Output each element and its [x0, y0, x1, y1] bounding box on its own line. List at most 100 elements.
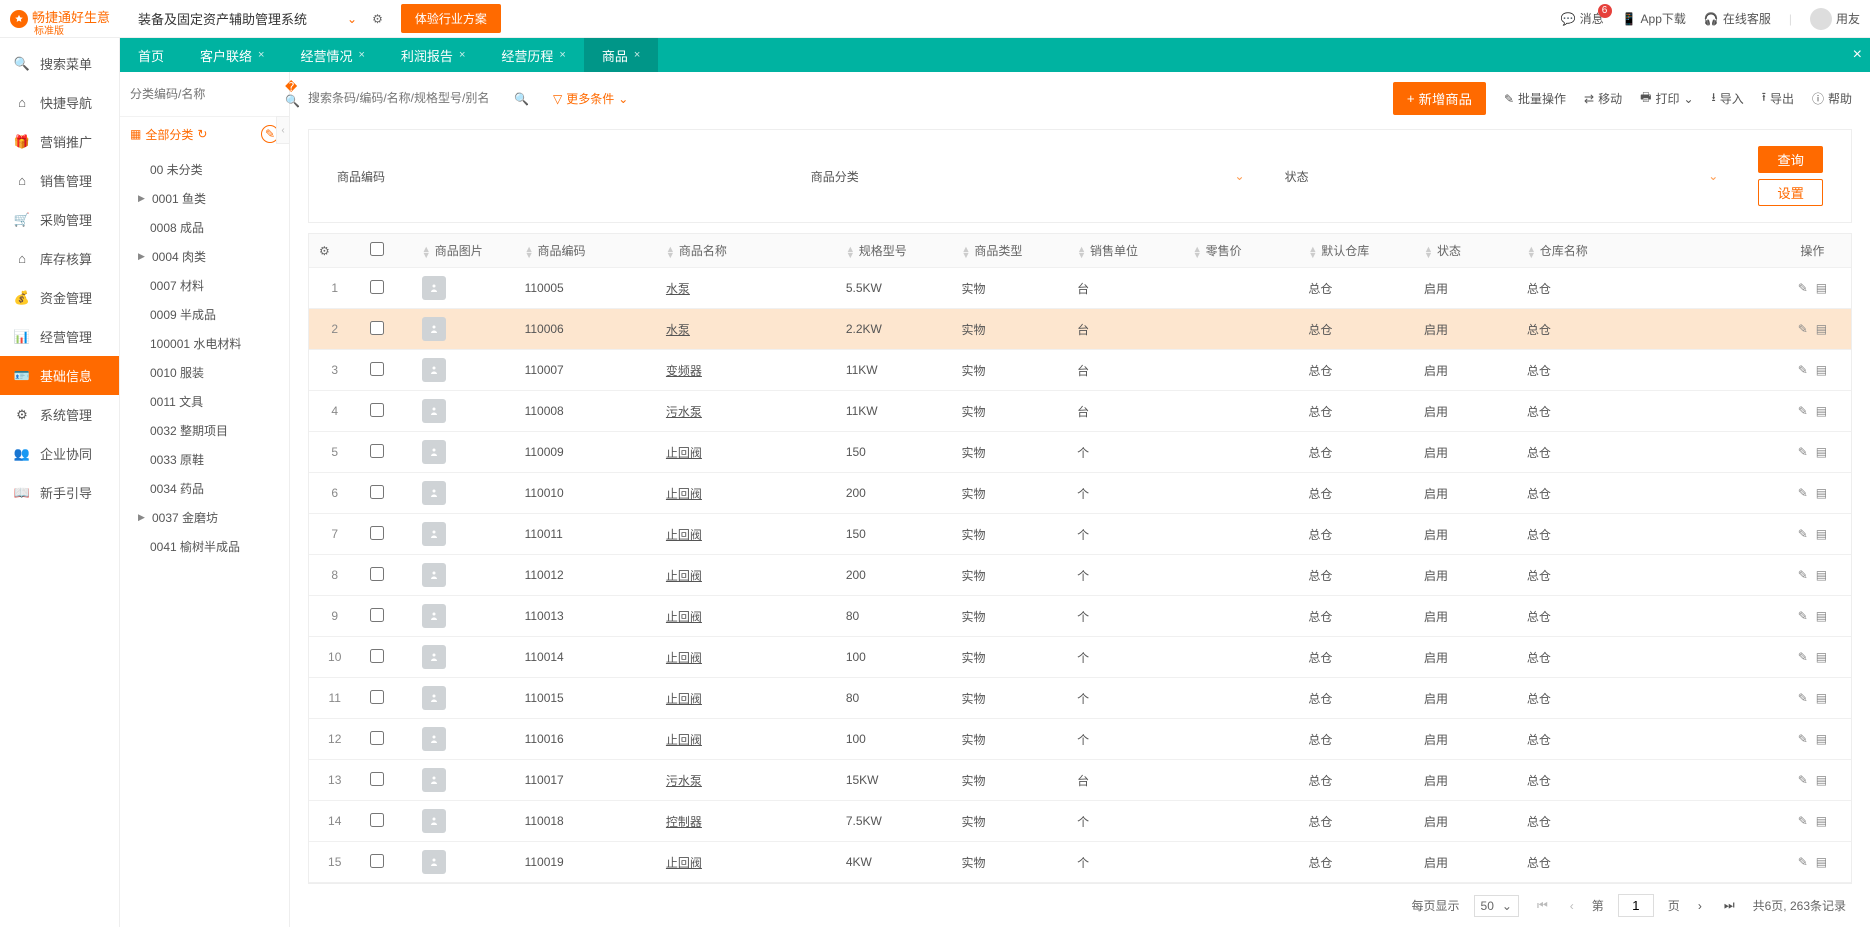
filter-code[interactable]: 商品编码: [337, 168, 771, 185]
expand-icon[interactable]: ▶: [138, 251, 148, 262]
category-node[interactable]: 0008 成品: [120, 213, 289, 242]
row-checkbox[interactable]: [370, 526, 384, 540]
more-conditions-link[interactable]: ▽ 更多条件 ⌄: [553, 90, 628, 107]
more-icon[interactable]: ▤: [1816, 814, 1827, 828]
user-menu[interactable]: 用友: [1810, 8, 1860, 30]
more-icon[interactable]: ▤: [1816, 486, 1827, 500]
product-image-icon[interactable]: [422, 440, 446, 464]
add-product-button[interactable]: + 新增商品: [1393, 82, 1486, 115]
table-row[interactable]: 15 110019 止回阀 4KW 实物 个 总仓 启用 总仓 ✎▤: [309, 842, 1851, 883]
table-row[interactable]: 11 110015 止回阀 80 实物 个 总仓 启用 总仓 ✎▤: [309, 678, 1851, 719]
row-checkbox[interactable]: [370, 403, 384, 417]
page-input[interactable]: [1618, 894, 1654, 917]
table-row[interactable]: 4 110008 污水泵 11KW 实物 台 总仓 启用 总仓 ✎▤: [309, 391, 1851, 432]
sidebar-item-2[interactable]: 🎁营销推广: [0, 122, 119, 161]
column-header[interactable]: ▲▼规格型号: [836, 234, 952, 268]
category-node[interactable]: 0034 药品: [120, 474, 289, 503]
sidebar-item-3[interactable]: ⌂销售管理: [0, 161, 119, 200]
table-row[interactable]: 5 110009 止回阀 150 实物 个 总仓 启用 总仓 ✎▤: [309, 432, 1851, 473]
last-page-icon[interactable]: ⏭: [1720, 898, 1739, 913]
edit-icon[interactable]: ✎: [1798, 855, 1808, 869]
batch-action-link[interactable]: ✎批量操作: [1504, 90, 1566, 107]
category-node[interactable]: 0032 整期项目: [120, 416, 289, 445]
category-node[interactable]: ▶0037 金磨坊: [120, 503, 289, 532]
row-checkbox[interactable]: [370, 567, 384, 581]
category-node[interactable]: 0009 半成品: [120, 300, 289, 329]
search-icon[interactable]: 🔍: [514, 92, 529, 106]
edit-icon[interactable]: ✎: [1798, 650, 1808, 664]
more-icon[interactable]: ▤: [1816, 445, 1827, 459]
product-image-icon[interactable]: [422, 358, 446, 382]
sidebar-item-8[interactable]: 🪪基础信息: [0, 356, 119, 395]
table-row[interactable]: 14 110018 控制器 7.5KW 实物 个 总仓 启用 总仓 ✎▤: [309, 801, 1851, 842]
table-row[interactable]: 13 110017 污水泵 15KW 实物 台 总仓 启用 总仓 ✎▤: [309, 760, 1851, 801]
edit-icon[interactable]: ✎: [1798, 732, 1808, 746]
column-header[interactable]: ▲▼状态: [1414, 234, 1517, 268]
table-row[interactable]: 12 110016 止回阀 100 实物 个 总仓 启用 总仓 ✎▤: [309, 719, 1851, 760]
messages-link[interactable]: 💬 消息 6: [1561, 10, 1604, 27]
table-row[interactable]: 7 110011 止回阀 150 实物 个 总仓 启用 总仓 ✎▤: [309, 514, 1851, 555]
product-image-icon[interactable]: [422, 481, 446, 505]
more-icon[interactable]: ▤: [1816, 363, 1827, 377]
product-name-link[interactable]: 止回阀: [666, 733, 702, 747]
product-image-icon[interactable]: [422, 850, 446, 874]
sort-icon[interactable]: ▲▼: [1308, 246, 1317, 258]
system-name[interactable]: 装备及固定资产辅助管理系统: [138, 9, 307, 28]
product-image-icon[interactable]: [422, 522, 446, 546]
column-header[interactable]: ▲▼销售单位: [1067, 234, 1183, 268]
product-name-link[interactable]: 止回阀: [666, 692, 702, 706]
column-header[interactable]: ▲▼仓库名称: [1517, 234, 1774, 268]
system-chevron-icon[interactable]: ⌄: [347, 12, 357, 26]
table-row[interactable]: 6 110010 止回阀 200 实物 个 总仓 启用 总仓 ✎▤: [309, 473, 1851, 514]
column-header[interactable]: ▲▼商品类型: [951, 234, 1067, 268]
prev-page-icon[interactable]: ‹: [1566, 899, 1578, 913]
table-row[interactable]: 2 110006 水泵 2.2KW 实物 台 总仓 启用 总仓 ✎▤: [309, 309, 1851, 350]
more-icon[interactable]: ▤: [1816, 609, 1827, 623]
edit-icon[interactable]: ✎: [1798, 445, 1808, 459]
edit-icon[interactable]: ✎: [1798, 609, 1808, 623]
collapse-panel-icon[interactable]: ‹: [276, 116, 290, 144]
app-download-link[interactable]: 📱 App下载: [1622, 10, 1686, 27]
row-checkbox[interactable]: [370, 690, 384, 704]
tab-1[interactable]: 客户联络×: [182, 38, 282, 72]
edit-icon[interactable]: ✎: [1798, 568, 1808, 582]
product-image-icon[interactable]: [422, 563, 446, 587]
product-name-link[interactable]: 止回阀: [666, 610, 702, 624]
product-image-icon[interactable]: [422, 399, 446, 423]
row-checkbox[interactable]: [370, 731, 384, 745]
product-image-icon[interactable]: [422, 727, 446, 751]
close-icon[interactable]: ×: [559, 49, 565, 61]
close-icon[interactable]: ×: [634, 49, 640, 61]
filter-category[interactable]: 商品分类⌄: [811, 168, 1245, 185]
product-image-icon[interactable]: [422, 604, 446, 628]
more-icon[interactable]: ▤: [1816, 568, 1827, 582]
table-row[interactable]: 10 110014 止回阀 100 实物 个 总仓 启用 总仓 ✎▤: [309, 637, 1851, 678]
help-link[interactable]: ⓘ帮助: [1812, 90, 1852, 107]
product-name-link[interactable]: 止回阀: [666, 528, 702, 542]
product-name-link[interactable]: 污水泵: [666, 774, 702, 788]
more-icon[interactable]: ▤: [1816, 732, 1827, 746]
category-node[interactable]: ▶0001 鱼类: [120, 184, 289, 213]
product-name-link[interactable]: 变频器: [666, 364, 702, 378]
edit-icon[interactable]: ✎: [1798, 486, 1808, 500]
more-icon[interactable]: ▤: [1816, 855, 1827, 869]
query-button[interactable]: 查询: [1758, 146, 1823, 173]
category-node[interactable]: ▶0004 肉类: [120, 242, 289, 271]
move-link[interactable]: ⇄移动: [1584, 90, 1622, 107]
product-name-link[interactable]: 污水泵: [666, 405, 702, 419]
sort-icon[interactable]: ▲▼: [961, 246, 970, 258]
more-icon[interactable]: ▤: [1816, 322, 1827, 336]
product-name-link[interactable]: 止回阀: [666, 569, 702, 583]
row-checkbox[interactable]: [370, 485, 384, 499]
table-row[interactable]: 9 110013 止回阀 80 实物 个 总仓 启用 总仓 ✎▤: [309, 596, 1851, 637]
edit-icon[interactable]: ✎: [1798, 814, 1808, 828]
tab-3[interactable]: 利润报告×: [383, 38, 483, 72]
table-row[interactable]: 3 110007 变频器 11KW 实物 台 总仓 启用 总仓 ✎▤: [309, 350, 1851, 391]
tab-2[interactable]: 经营情况×: [282, 38, 382, 72]
product-search-input[interactable]: [308, 91, 508, 106]
more-icon[interactable]: ▤: [1816, 527, 1827, 541]
sort-icon[interactable]: ▲▼: [1077, 246, 1086, 258]
first-page-icon[interactable]: ⏮: [1533, 898, 1552, 913]
close-all-tabs-icon[interactable]: ×: [1853, 38, 1862, 72]
column-header[interactable]: ▲▼零售价: [1183, 234, 1299, 268]
